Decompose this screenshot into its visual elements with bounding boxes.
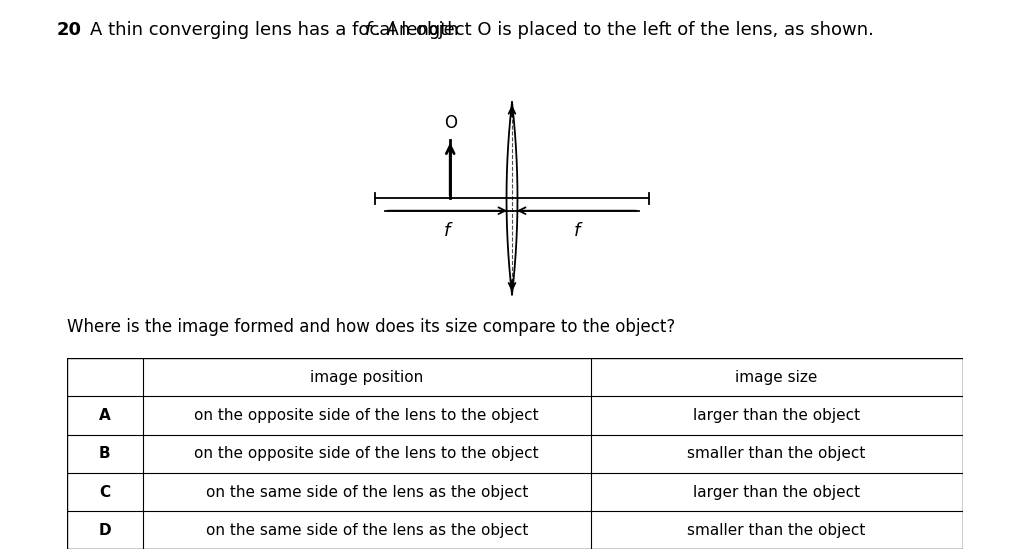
Text: image position: image position	[310, 370, 423, 385]
Text: on the opposite side of the lens to the object: on the opposite side of the lens to the …	[195, 408, 539, 423]
Text: A: A	[98, 408, 111, 423]
Text: D: D	[98, 523, 111, 538]
Text: larger than the object: larger than the object	[693, 485, 860, 500]
Text: image size: image size	[735, 370, 818, 385]
Text: 20: 20	[56, 21, 81, 39]
Text: f: f	[443, 223, 450, 240]
Text: . An object O is placed to the left of the lens, as shown.: . An object O is placed to the left of t…	[375, 21, 873, 39]
Text: smaller than the object: smaller than the object	[687, 523, 866, 538]
Text: C: C	[99, 485, 111, 500]
Text: larger than the object: larger than the object	[693, 408, 860, 423]
Text: f: f	[574, 223, 581, 240]
Text: A thin converging lens has a focal length: A thin converging lens has a focal lengt…	[90, 21, 465, 39]
Text: on the same side of the lens as the object: on the same side of the lens as the obje…	[206, 485, 528, 500]
Text: on the same side of the lens as the object: on the same side of the lens as the obje…	[206, 523, 528, 538]
Text: smaller than the object: smaller than the object	[687, 446, 866, 461]
Text: on the opposite side of the lens to the object: on the opposite side of the lens to the …	[195, 446, 539, 461]
Text: f: f	[365, 21, 371, 39]
Text: O: O	[443, 114, 457, 132]
Text: B: B	[99, 446, 111, 461]
Text: Where is the image formed and how does its size compare to the object?: Where is the image formed and how does i…	[67, 319, 675, 336]
